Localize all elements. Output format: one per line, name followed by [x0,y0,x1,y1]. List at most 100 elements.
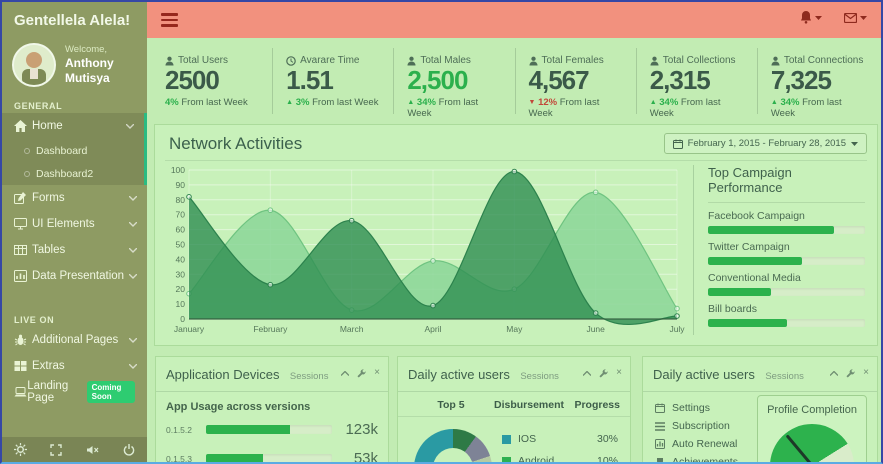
section-heading-live-on: LIVE ON [14,315,55,325]
svg-text:40: 40 [176,254,186,264]
sidebar-item-tables[interactable]: Tables [2,237,147,263]
date-range-button[interactable]: February 1, 2015 - February 28, 2015 [663,133,867,154]
user-name: Anthony Mutisya [65,55,114,85]
messages-button[interactable] [844,11,867,24]
sidebar-item-landing-page[interactable]: Landing Page Coming Soon [2,379,147,405]
user-icon [771,56,780,66]
stat-total-connections: Total Connections 7,325 ▲ 34% From last … [756,48,878,119]
bar-chart-icon [655,439,665,449]
notifications-button[interactable] [800,11,822,24]
menu-item-achievements[interactable]: Achievements [655,453,738,462]
network-activities-chart: 0 10 20 30 40 50 60 70 80 90 100 January February Mar… [171,165,685,334]
collapse-icon[interactable] [341,370,350,376]
svg-text:30: 30 [176,269,186,279]
close-icon[interactable]: × [374,367,380,378]
svg-text:May: May [506,324,523,334]
device-share-donut-chart [414,429,492,462]
wrench-icon[interactable] [846,368,855,378]
svg-text:February: February [253,324,288,334]
sidebar-item-home[interactable]: Home [2,113,144,139]
stat-value: 1.51 [286,65,334,95]
application-devices-panel: Application Devices Sessions × App Usage… [155,356,389,464]
chevron-down-icon [129,247,137,253]
chevron-down-icon [129,363,137,369]
user-icon [165,56,174,66]
svg-text:60: 60 [176,225,186,235]
caret-down-icon [860,15,867,20]
stat-value: 2500 [165,65,220,95]
power-icon [123,443,135,456]
panel-title: Daily active users [408,367,510,382]
user-icon [407,56,416,66]
caret-down-icon [851,141,858,146]
power-button[interactable] [111,437,147,462]
usage-row: 0.1.5.3 53k [166,450,378,464]
bug-icon [14,334,32,346]
campaign-item: Conventional Media [708,272,865,296]
section-heading-general: GENERAL [14,101,63,111]
wrench-icon[interactable] [357,368,366,378]
menu-item-subscription[interactable]: Subscription [655,417,738,435]
chevron-down-icon [129,337,137,343]
caret-down-icon [815,15,822,20]
trophy-icon [655,457,665,462]
panel-title: Application Devices [166,367,280,382]
fullscreen-icon [50,443,63,456]
menu-item-settings[interactable]: Settings [655,399,738,417]
avatar [12,43,56,87]
daily-active-users-panel-1: Daily active users Sessions × Top 5 Disb… [397,356,631,462]
calendar-icon [672,139,683,149]
svg-text:July: July [669,324,685,334]
close-icon[interactable]: × [616,367,622,378]
panel-subtitle: Sessions [765,371,804,382]
coming-soon-badge: Coming Soon [86,381,135,403]
close-icon[interactable]: × [863,367,869,378]
stat-value: 7,325 [770,65,832,95]
sidebar-item-dashboard[interactable]: Dashboard [2,139,144,162]
progress-bar [708,257,865,265]
wrench-icon[interactable] [599,368,608,378]
menu-item-auto-renewal[interactable]: Auto Renewal [655,435,738,453]
progress-bar [708,226,865,234]
usage-section-title: App Usage across versions [166,401,311,413]
mute-button[interactable] [75,437,111,462]
panel-subtitle: Sessions [289,371,329,382]
sidebar-item-extras[interactable]: Extras [2,353,147,379]
progress-bar [206,425,332,434]
app-title[interactable]: Gentellela Alela! [14,12,131,29]
campaign-item: Facebook Campaign [708,210,865,234]
tile-stats: Total Users 2500 4% From last Week Avara… [152,48,878,119]
stat-value: 4,567 [528,65,590,95]
panel-title: Network Activities [169,134,303,153]
svg-text:0: 0 [180,314,185,324]
fullscreen-button[interactable] [38,437,74,462]
panel-subtitle: Sessions [520,371,559,382]
sidebar-footer [2,437,147,462]
stat-total-users: Total Users 2500 4% From last Week [152,48,272,114]
legend-swatch [502,434,511,444]
profile-completion-gauge [770,424,854,462]
progress-bar [206,454,332,462]
stat-total-males: Total Males 2,500 ▲ 34% From last Week [393,48,514,119]
legend-item: Android 10% [502,455,618,462]
collapse-icon[interactable] [583,370,592,376]
profile-completion-card: Profile Completion [757,395,867,462]
user-profile: Welcome, Anthony Mutisya [2,35,147,89]
table-icon [14,244,32,256]
sidebar-item-additional-pages[interactable]: Additional Pages [2,327,147,353]
collapse-icon[interactable] [830,370,839,376]
chevron-down-icon [129,195,137,201]
menu-toggle-button[interactable] [161,13,178,30]
speaker-mute-icon [86,444,99,456]
sidebar-item-ui-elements[interactable]: UI Elements [2,211,147,237]
sidebar-item-data-presentation[interactable]: Data Presentation [2,263,147,289]
sidebar-item-forms[interactable]: Forms [2,185,147,211]
settings-button[interactable] [2,437,38,462]
laptop-icon [14,386,27,398]
home-icon [14,120,32,132]
gear-icon [13,443,27,456]
chevron-down-icon [129,273,137,279]
campaign-title: Top Campaign Performance [708,165,865,203]
sidebar-item-dashboard2[interactable]: Dashboard2 [2,162,144,185]
svg-text:April: April [424,324,441,334]
